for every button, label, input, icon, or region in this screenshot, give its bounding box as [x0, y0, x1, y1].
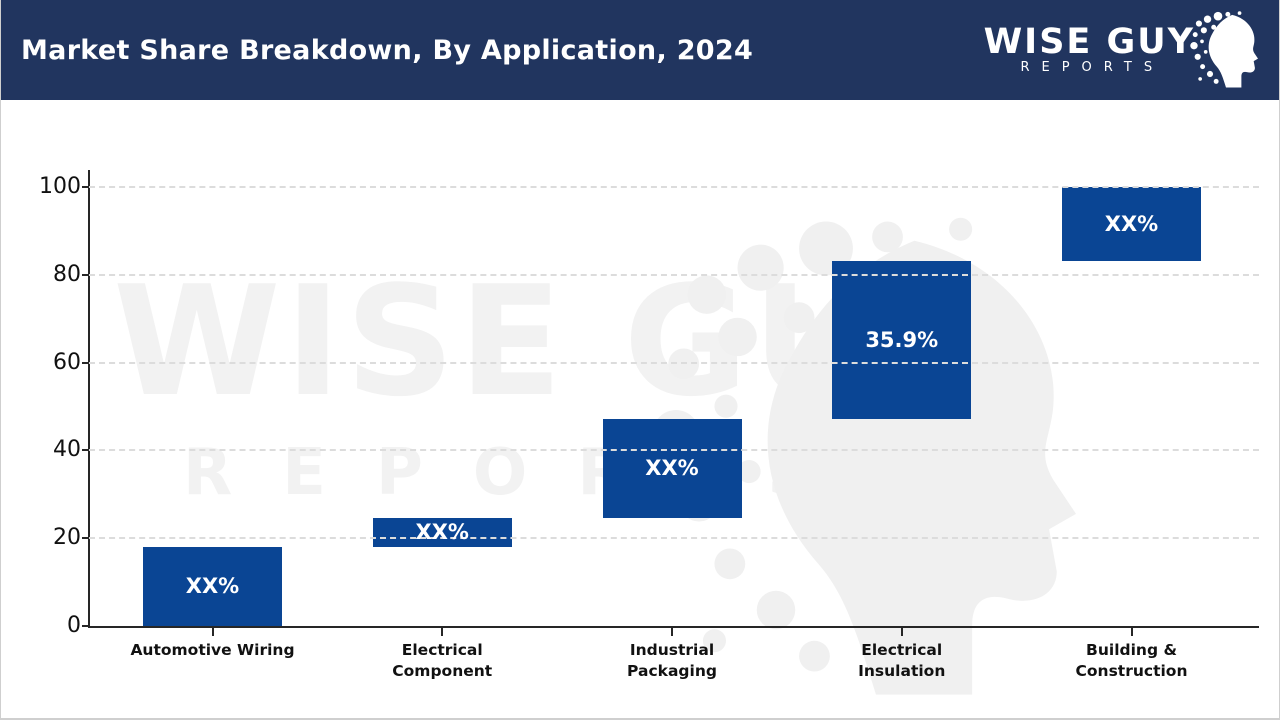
bar-value-label-2: XX%	[645, 456, 699, 481]
x-tick-1	[441, 628, 444, 636]
x-tick-3	[900, 628, 903, 636]
category-label-2: Industrial Packaging	[627, 641, 717, 680]
y-tick-label-60: 60	[53, 349, 81, 375]
x-tick-2	[671, 628, 673, 636]
y-tick-0	[82, 625, 89, 627]
y-tick-40	[82, 449, 89, 452]
gridline-80	[89, 273, 1259, 276]
bar-value-label-1: XX%	[415, 520, 469, 545]
page-title: Market Share Breakdown, By Application, …	[21, 34, 754, 66]
header-bar: Market Share Breakdown, By Application, …	[1, 0, 1279, 100]
category-label-4: Building & Construction	[1075, 641, 1188, 680]
category-label-1: Electrical Component	[392, 641, 493, 680]
gridline-40	[89, 449, 1259, 452]
gridline-100	[89, 186, 1259, 188]
bar-1	[372, 518, 512, 547]
logo-subtitle: REPORTS	[1020, 60, 1165, 75]
wiseguy-logo: WISE GUY REPORTS	[984, 10, 1263, 90]
logo-wordmark: WISE GUY	[983, 22, 1195, 62]
bar-3	[832, 261, 972, 419]
bar-0	[143, 546, 282, 626]
y-axis-line	[88, 170, 90, 628]
wiseguy-face-icon	[1189, 10, 1263, 90]
y-tick-label-40: 40	[53, 437, 81, 463]
gridline-60	[89, 361, 1259, 364]
y-tick-20	[82, 537, 89, 540]
category-label-0: Automotive Wiring	[130, 641, 295, 659]
bar-value-label-3: 35.9%	[865, 327, 939, 352]
bar-2	[602, 418, 742, 518]
y-tick-60	[82, 361, 89, 364]
y-tick-label-100: 100	[39, 174, 81, 199]
wiseguy-logo-text: WISE GUY REPORTS	[984, 24, 1195, 76]
bar-value-label-4: XX%	[1104, 212, 1159, 237]
x-tick-0	[211, 628, 214, 636]
y-tick-100	[82, 186, 89, 188]
y-tick-80	[82, 273, 89, 276]
bar-value-label-0: XX%	[185, 574, 240, 599]
x-axis-line	[88, 626, 1259, 628]
y-tick-label-0: 0	[67, 613, 81, 638]
y-tick-label-20: 20	[53, 525, 81, 551]
category-label-3: Electrical Insulation	[858, 641, 946, 680]
gridline-20	[89, 537, 1259, 540]
y-tick-label-80: 80	[53, 261, 81, 287]
x-tick-4	[1130, 628, 1133, 636]
bar-4	[1062, 187, 1201, 262]
